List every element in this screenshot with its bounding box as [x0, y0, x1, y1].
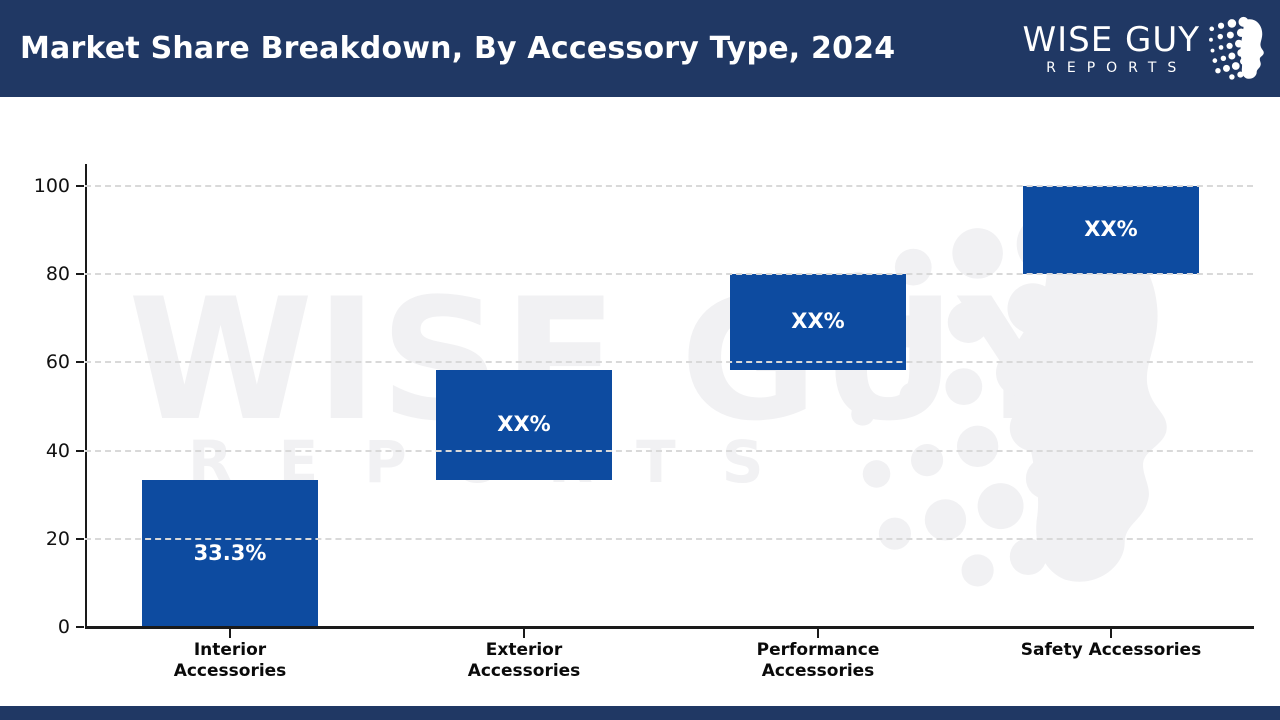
gridline — [85, 449, 1253, 452]
logo-text: WISE GUY REPORTS — [1022, 22, 1200, 76]
x-axis-spine — [85, 626, 1254, 629]
y-tick-mark — [76, 185, 84, 187]
x-tick-mark — [523, 629, 525, 638]
logo-subtitle: REPORTS — [1046, 59, 1188, 76]
logo-head-icon — [1209, 16, 1264, 80]
y-tick-label: 80 — [45, 263, 70, 286]
y-tick-mark — [76, 626, 84, 628]
bar-value-label: XX% — [791, 309, 845, 334]
logo: WISE GUY REPORTS — [1022, 8, 1280, 90]
gridline — [85, 273, 1253, 276]
gridline — [85, 361, 1253, 364]
gridline — [85, 185, 1253, 187]
x-tick-mark — [817, 629, 819, 638]
bar — [730, 274, 906, 370]
bar-value-label: XX% — [497, 412, 551, 437]
y-tick-label: 40 — [45, 439, 70, 462]
y-tick-label: 60 — [45, 351, 70, 374]
bar — [436, 369, 612, 481]
bar-value-label: XX% — [1084, 217, 1138, 242]
x-tick-mark — [1110, 629, 1112, 638]
y-tick-mark — [76, 273, 84, 276]
y-tick-label: 20 — [45, 527, 70, 550]
x-tick-label: Exterior Accessories — [467, 640, 581, 681]
page-title: Market Share Breakdown, By Accessory Typ… — [20, 31, 896, 66]
y-tick-mark — [76, 537, 84, 540]
header-bar: Market Share Breakdown, By Accessory Typ… — [0, 0, 1280, 97]
bar — [142, 480, 318, 627]
bar-value-label: 33.3% — [193, 540, 267, 565]
y-axis-spine — [85, 164, 87, 628]
gridline — [85, 537, 1253, 540]
x-tick-label: Performance Accessories — [756, 640, 880, 681]
footer-bar — [0, 706, 1280, 720]
y-tick-mark — [76, 449, 84, 452]
bar — [1023, 186, 1199, 275]
y-tick-mark — [76, 361, 84, 364]
x-tick-mark — [229, 629, 231, 638]
y-tick-label: 0 — [57, 616, 70, 638]
logo-wordmark: WISE GUY — [1022, 19, 1200, 60]
x-tick-label: Interior Accessories — [173, 640, 287, 681]
y-tick-label: 100 — [33, 175, 70, 197]
x-tick-label: Safety Accessories — [1020, 640, 1202, 660]
